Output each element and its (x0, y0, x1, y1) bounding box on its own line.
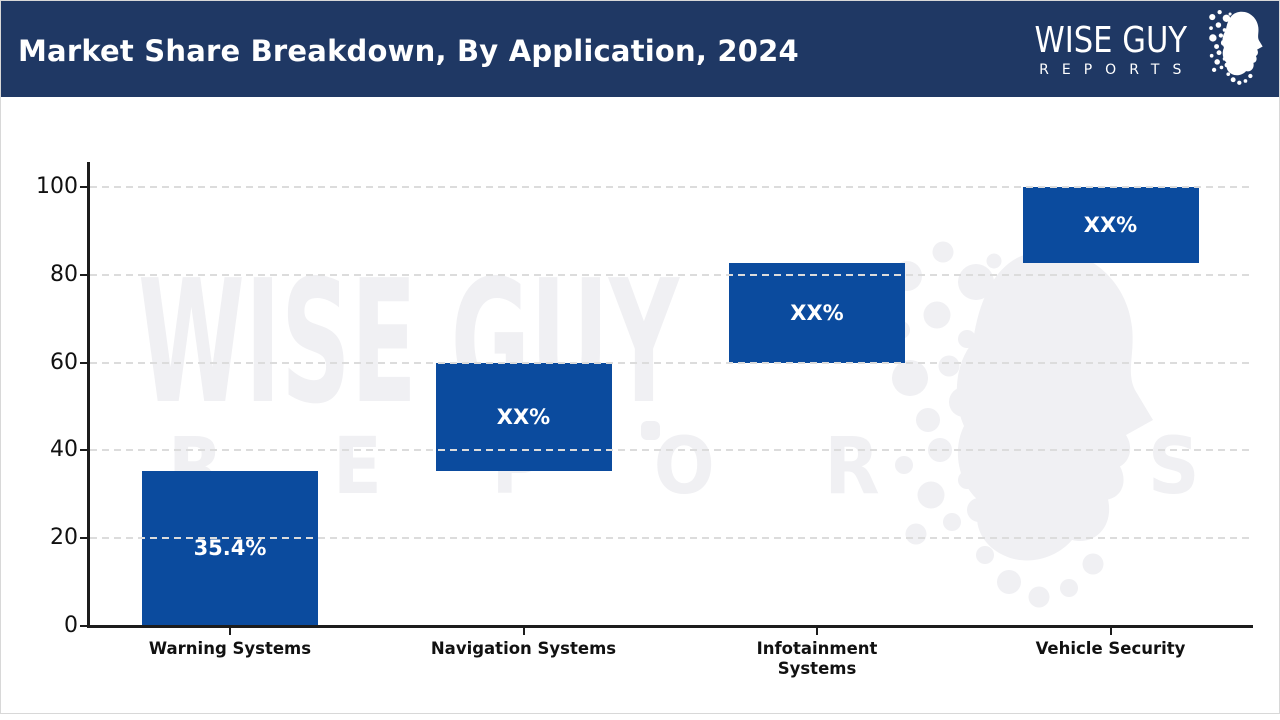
y-tick-label: 20 (50, 525, 78, 551)
y-tick-label: 60 (50, 349, 78, 375)
market-share-bar: XX% (729, 263, 905, 363)
y-gridline (90, 186, 1253, 188)
watermark-head-icon (868, 222, 1168, 642)
x-axis-line (87, 625, 1253, 628)
y-gridline (90, 361, 1253, 364)
x-tick-label: Infotainment Systems (756, 639, 878, 678)
x-tick-label: Warning Systems (148, 639, 312, 658)
y-tick-label: 0 (64, 613, 78, 638)
bar-value-label: 35.4% (193, 536, 267, 561)
logo-text: WISE GUY REPORTS (1021, 19, 1201, 78)
y-gridline (90, 273, 1253, 276)
y-gridline (90, 537, 1253, 540)
market-share-bar: 35.4% (142, 470, 318, 626)
y-tick-mark (80, 186, 87, 188)
wise-guy-reports-logo: WISE GUY REPORTS (1021, 6, 1267, 92)
x-tick-label: Navigation Systems (430, 639, 617, 658)
x-tick-label: Vehicle Security (1035, 639, 1186, 658)
logo-brand-label: WISE GUY (1033, 19, 1187, 61)
x-tick-mark (1109, 628, 1112, 635)
y-tick-label: 40 (50, 437, 78, 463)
watermark-dot (641, 421, 660, 440)
y-tick-mark (80, 361, 87, 364)
y-tick-label: 80 (50, 261, 78, 287)
y-axis-line (87, 162, 90, 628)
bar-value-label: XX% (1083, 213, 1138, 238)
market-share-bar: XX% (1022, 187, 1199, 264)
y-tick-mark (80, 537, 87, 540)
x-tick-mark (816, 628, 818, 635)
y-tick-label: 100 (36, 174, 78, 199)
y-tick-mark (80, 625, 87, 627)
x-tick-mark (522, 628, 525, 635)
market-share-bar: XX% (435, 362, 612, 471)
header-bar: Market Share Breakdown, By Application, … (0, 0, 1280, 97)
y-gridline (90, 449, 1253, 452)
logo-head-icon (1204, 6, 1266, 92)
y-tick-mark (80, 273, 87, 276)
x-tick-mark (229, 628, 231, 635)
bar-value-label: XX% (496, 404, 551, 429)
y-tick-mark (80, 449, 87, 452)
bar-value-label: XX% (790, 300, 844, 325)
logo-sub-label: REPORTS (1039, 61, 1195, 78)
watermark-reports-text: R E P O R T S (168, 422, 1242, 512)
chart-title: Market Share Breakdown, By Application, … (18, 34, 799, 68)
